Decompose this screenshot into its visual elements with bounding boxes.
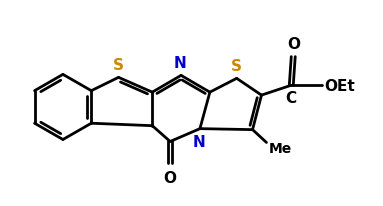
Text: Me: Me [268, 142, 292, 156]
Text: N: N [193, 134, 205, 149]
Text: OEt: OEt [324, 78, 355, 93]
Text: S: S [113, 58, 124, 73]
Text: S: S [231, 59, 242, 74]
Text: C: C [286, 91, 297, 106]
Text: O: O [164, 170, 177, 185]
Text: O: O [287, 36, 300, 52]
Text: N: N [174, 56, 187, 71]
